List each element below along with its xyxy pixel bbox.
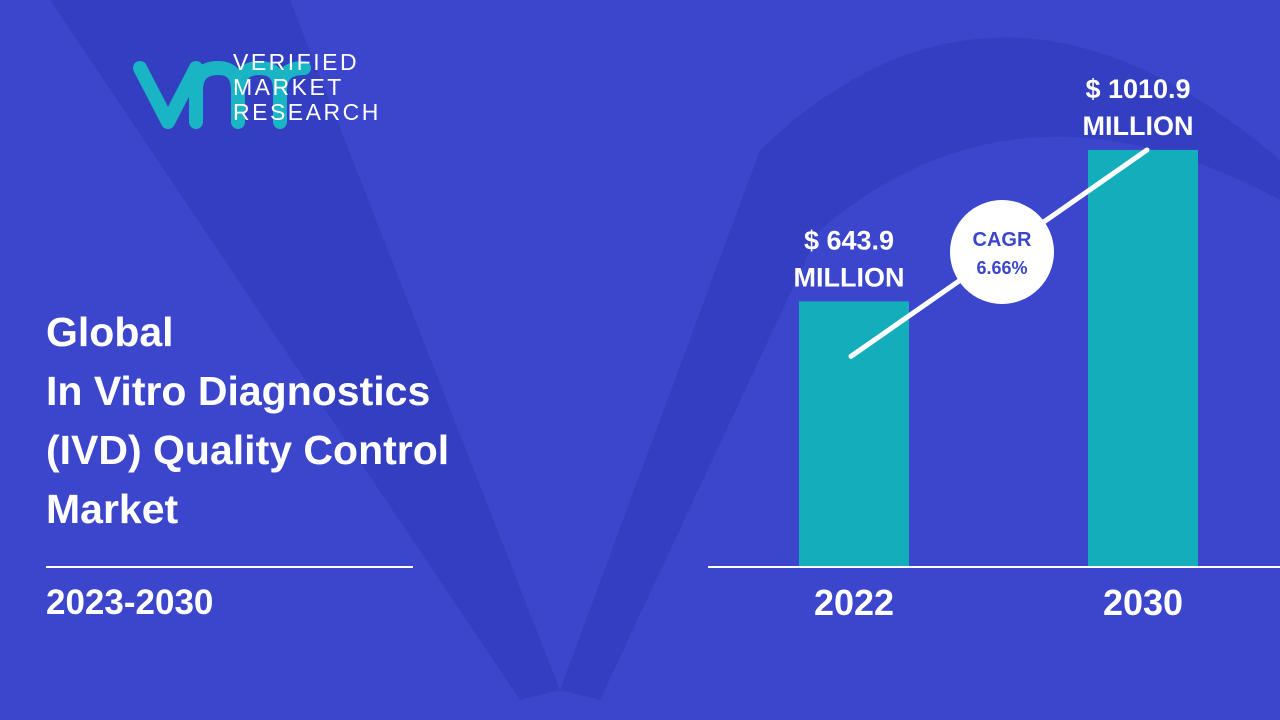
x-tick-label-2030: 2030	[1103, 582, 1183, 623]
data-label-2030-line-1: $ 1010.9	[1085, 74, 1190, 104]
vmr-logo-icon	[133, 60, 311, 129]
title-line-4: Market	[46, 486, 179, 532]
brand-line-1: VERIFIED	[233, 49, 360, 75]
bar-2030	[1088, 149, 1198, 567]
data-label-2022-line-2: MILLION	[794, 262, 905, 292]
title-line-3: (IVD) Quality Control	[46, 427, 450, 473]
brand-wordmark: VERIFIED MARKET RESEARCH	[233, 50, 381, 125]
title-line-2: In Vitro Diagnostics	[46, 368, 431, 414]
cagr-label: CAGR	[973, 229, 1032, 251]
title-divider	[46, 566, 413, 568]
brand-line-3: RESEARCH	[233, 99, 381, 125]
title-line-1: Global	[46, 309, 174, 355]
market-bar-chart: 2022 2030 $ 643.9 MILLION $ 1010.9 MILLION CAG…	[708, 74, 1280, 623]
data-label-2030-line-2: MILLION	[1083, 111, 1194, 141]
data-label-2022-line-1: $ 643.9	[804, 225, 894, 255]
cagr-badge	[950, 200, 1054, 304]
background-v-stroke-right	[560, 37, 1280, 701]
background-v-stroke-left	[50, 0, 560, 700]
cagr-value: 6.66%	[976, 258, 1027, 278]
x-tick-label-2022: 2022	[814, 582, 894, 623]
brand-line-2: MARKET	[233, 74, 344, 100]
page-title: Global In Vitro Diagnostics (IVD) Qualit…	[46, 303, 606, 539]
bar-2022	[799, 301, 909, 567]
forecast-period: 2023-2030	[46, 583, 214, 622]
